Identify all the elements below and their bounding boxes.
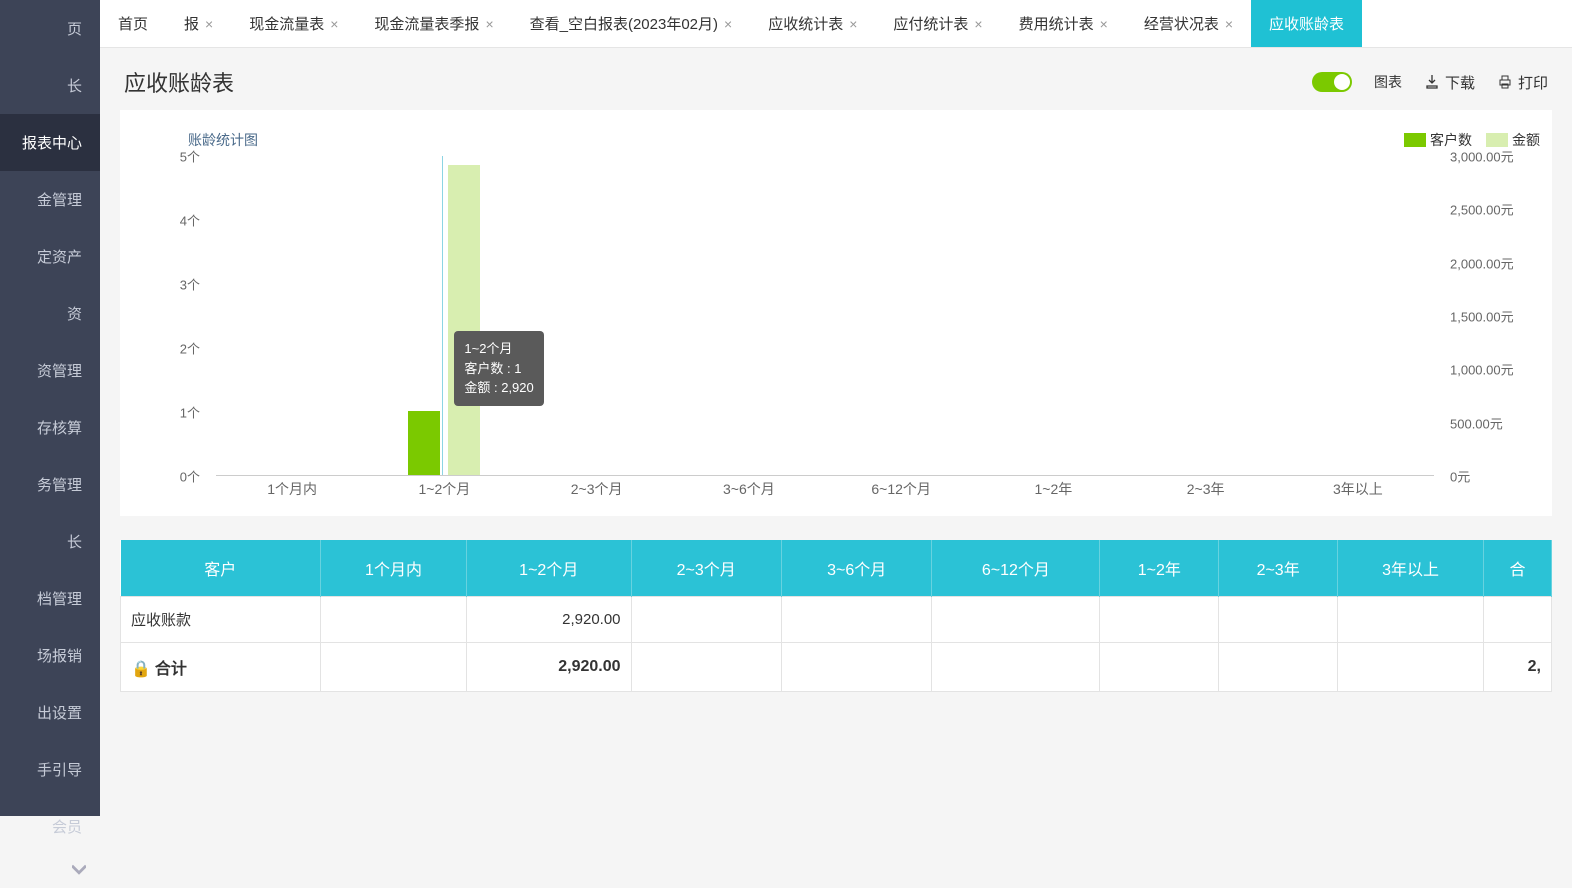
- tab[interactable]: 首页: [100, 0, 166, 47]
- sidebar-item[interactable]: 务管理: [0, 456, 100, 513]
- axis-pointer: [442, 156, 443, 475]
- tab[interactable]: 应收账龄表: [1251, 0, 1362, 47]
- sidebar-item[interactable]: 手引导: [0, 741, 100, 798]
- table-header: 客户: [121, 540, 321, 597]
- tab-close-icon[interactable]: ×: [1100, 16, 1108, 32]
- download-button[interactable]: 下载: [1424, 72, 1475, 93]
- sidebar-item[interactable]: 长: [0, 57, 100, 114]
- x-tick-label: 2~3年: [1187, 479, 1225, 499]
- y-axis-left: 0个1个2个3个4个5个: [148, 156, 208, 476]
- x-tick-label: 6~12个月: [871, 479, 931, 499]
- tab-bar: 首页报×现金流量表×现金流量表季报×查看_空白报表(2023年02月)×应收统计…: [100, 0, 1572, 48]
- table-header: 3~6个月: [781, 540, 931, 597]
- x-tick-label: 3年以上: [1333, 479, 1383, 499]
- sidebar-item[interactable]: 金管理: [0, 171, 100, 228]
- sidebar: 页长报表中心金管理定资产资资管理存核算务管理长档管理场报销出设置手引导会员: [0, 0, 100, 816]
- print-button[interactable]: 打印: [1497, 72, 1548, 93]
- tab[interactable]: 应付统计表×: [875, 0, 1000, 47]
- page-title: 应收账龄表: [124, 66, 234, 98]
- y-axis-right: 0元500.00元1,000.00元1,500.00元2,000.00元2,50…: [1444, 156, 1524, 476]
- tab-close-icon[interactable]: ×: [205, 16, 213, 32]
- x-tick-label: 1~2个月: [419, 479, 471, 499]
- sidebar-item[interactable]: 资管理: [0, 342, 100, 399]
- download-icon: [1424, 74, 1440, 90]
- table-row[interactable]: 应收账款2,920.00: [121, 597, 1552, 643]
- tab-close-icon[interactable]: ×: [849, 16, 857, 32]
- aging-table: 客户1个月内1~2个月2~3个月3~6个月6~12个月1~2年2~3年3年以上合…: [120, 540, 1552, 692]
- sidebar-item[interactable]: 长: [0, 513, 100, 570]
- table-header: 1~2年: [1100, 540, 1219, 597]
- table-total-row: 🔒合计2,920.002,: [121, 643, 1552, 692]
- chart-plot: 1个月内1~2个月2~3个月3~6个月6~12个月1~2年2~3年3年以上1~2…: [216, 156, 1434, 476]
- tab[interactable]: 现金流量表×: [231, 0, 356, 47]
- tab[interactable]: 现金流量表季报×: [356, 0, 511, 47]
- bar-customers[interactable]: [408, 411, 440, 475]
- chart-title: 账龄统计图: [188, 130, 1524, 150]
- table-header: 3年以上: [1338, 540, 1484, 597]
- table-header: 2~3年: [1219, 540, 1338, 597]
- tab[interactable]: 查看_空白报表(2023年02月)×: [512, 0, 751, 47]
- sidebar-item[interactable]: 报表中心: [0, 114, 100, 171]
- sidebar-item[interactable]: 存核算: [0, 399, 100, 456]
- chart-tooltip: 1~2个月客户数 : 1金额 : 2,920: [454, 331, 543, 406]
- tab-close-icon[interactable]: ×: [485, 16, 493, 32]
- tab-close-icon[interactable]: ×: [724, 16, 732, 32]
- sidebar-item[interactable]: 会员: [0, 798, 100, 855]
- tab[interactable]: 报×: [166, 0, 231, 47]
- sidebar-item[interactable]: 场报销: [0, 627, 100, 684]
- lock-icon: 🔒: [131, 661, 151, 678]
- table-header: 1~2个月: [467, 540, 632, 597]
- sidebar-item[interactable]: 出设置: [0, 684, 100, 741]
- bar-amount[interactable]: [448, 165, 480, 475]
- print-icon: [1497, 74, 1513, 90]
- tab[interactable]: 费用统计表×: [1001, 0, 1126, 47]
- table-header: 合: [1484, 540, 1552, 597]
- tab-close-icon[interactable]: ×: [974, 16, 982, 32]
- x-tick-label: 1~2年: [1035, 479, 1073, 499]
- sidebar-item[interactable]: 资: [0, 285, 100, 342]
- table-header: 2~3个月: [631, 540, 781, 597]
- chart-toggle-label: 图表: [1374, 72, 1402, 92]
- table-header: 1个月内: [321, 540, 467, 597]
- tab[interactable]: 经营状况表×: [1126, 0, 1251, 47]
- x-tick-label: 2~3个月: [571, 479, 623, 499]
- table-header: 6~12个月: [932, 540, 1100, 597]
- sidebar-collapse-icon[interactable]: [0, 855, 100, 888]
- tab-close-icon[interactable]: ×: [1225, 16, 1233, 32]
- sidebar-item[interactable]: 档管理: [0, 570, 100, 627]
- tab[interactable]: 应收统计表×: [750, 0, 875, 47]
- sidebar-item[interactable]: 页: [0, 0, 100, 57]
- chart-toggle[interactable]: [1312, 72, 1352, 92]
- sidebar-item[interactable]: 定资产: [0, 228, 100, 285]
- x-tick-label: 1个月内: [267, 479, 317, 499]
- tab-close-icon[interactable]: ×: [330, 16, 338, 32]
- x-tick-label: 3~6个月: [723, 479, 775, 499]
- chart-card: 账龄统计图 客户数金额 0个1个2个3个4个5个 1个月内1~2个月2~3个月3…: [120, 110, 1552, 516]
